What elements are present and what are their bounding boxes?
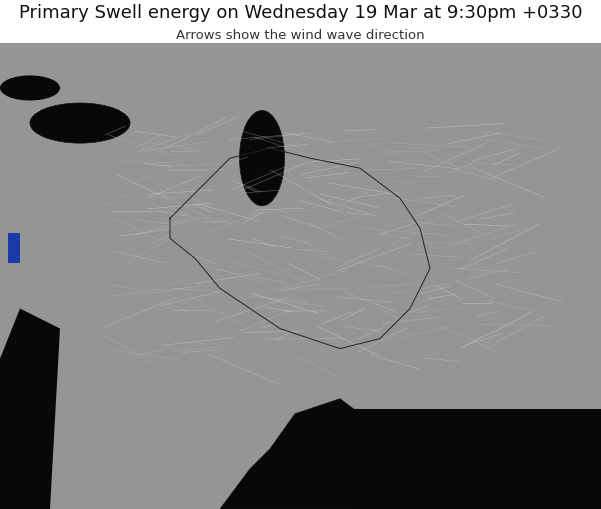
Ellipse shape bbox=[0, 76, 60, 101]
Text: Arrows show the wind wave direction: Arrows show the wind wave direction bbox=[176, 29, 425, 42]
Ellipse shape bbox=[240, 111, 284, 206]
Text: Primary Swell energy on Wednesday 19 Mar at 9:30pm +0330: Primary Swell energy on Wednesday 19 Mar… bbox=[19, 4, 582, 22]
Polygon shape bbox=[0, 309, 60, 509]
Bar bbox=[350, 409, 601, 509]
Ellipse shape bbox=[30, 104, 130, 144]
Polygon shape bbox=[220, 399, 380, 509]
Bar bbox=[8, 234, 20, 264]
